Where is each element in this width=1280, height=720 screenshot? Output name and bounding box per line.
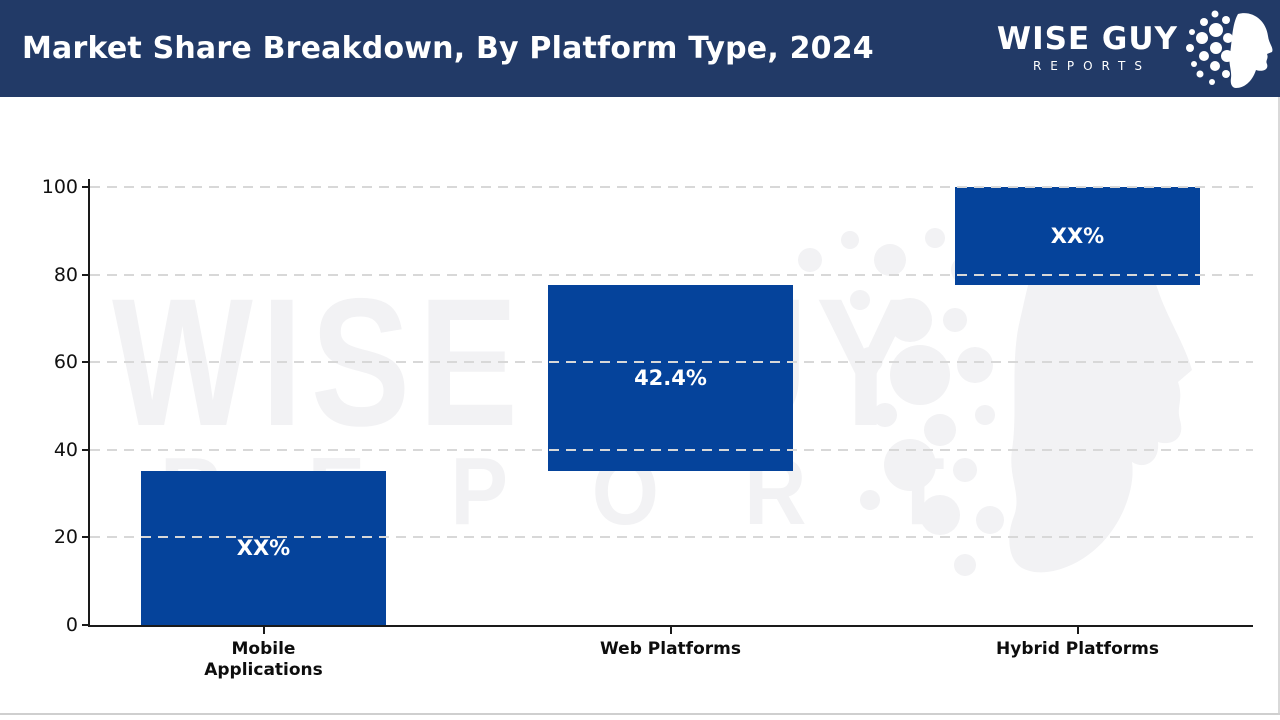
page-title: Market Share Breakdown, By Platform Type… bbox=[22, 31, 874, 66]
bar-value-label: XX% bbox=[1050, 224, 1105, 249]
x-category-label: Mobile Applications bbox=[204, 639, 323, 681]
y-axis-tick bbox=[82, 448, 90, 451]
logo-subtitle: REPORTS bbox=[1032, 59, 1151, 73]
logo-wordmark: WISE GUY bbox=[996, 21, 1178, 57]
bar-value-label: 42.4% bbox=[634, 365, 707, 390]
x-category-label: Hybrid Platforms bbox=[996, 639, 1159, 659]
bar: XX% bbox=[141, 470, 386, 625]
header-bar: Market Share Breakdown, By Platform Type… bbox=[0, 0, 1280, 97]
bar: 42.4% bbox=[548, 285, 793, 471]
y-axis-tick-label: 60 bbox=[53, 351, 78, 374]
y-axis-line bbox=[88, 179, 90, 625]
y-axis-tick-label: 80 bbox=[53, 263, 78, 286]
logo-face-icon bbox=[1186, 10, 1273, 88]
x-category-label: Web Platforms bbox=[600, 639, 741, 659]
bar-value-label: XX% bbox=[236, 535, 291, 560]
y-axis-tick bbox=[82, 273, 90, 276]
y-axis-tick-label: 100 bbox=[41, 176, 78, 198]
y-axis-tick bbox=[82, 186, 90, 188]
bar: XX% bbox=[955, 187, 1200, 286]
grid-line bbox=[90, 448, 1253, 451]
y-axis-tick-label: 40 bbox=[53, 438, 78, 461]
chart-card: WISE GUY R E P O R T S 0 20 40 60 80 100 XX% Mo… bbox=[0, 97, 1280, 713]
y-axis-tick bbox=[82, 624, 90, 626]
logo-text: WISE GUY REPORTS bbox=[996, 21, 1178, 74]
y-axis-tick-label: 0 bbox=[65, 614, 78, 636]
x-axis-tick bbox=[669, 625, 672, 634]
grid-line bbox=[90, 186, 1253, 188]
grid-line bbox=[90, 361, 1253, 364]
x-axis-tick bbox=[1076, 625, 1079, 634]
wise-guy-logo: WISE GUY REPORTS bbox=[997, 4, 1274, 94]
watermark-face-icon bbox=[798, 228, 1192, 576]
y-axis-tick-label: 20 bbox=[53, 526, 78, 549]
bottom-divider bbox=[0, 713, 1280, 715]
y-axis-tick bbox=[82, 536, 90, 539]
y-axis-tick bbox=[82, 361, 90, 364]
grid-line bbox=[90, 273, 1253, 276]
grid-line bbox=[90, 536, 1253, 539]
x-axis-tick bbox=[262, 625, 265, 634]
